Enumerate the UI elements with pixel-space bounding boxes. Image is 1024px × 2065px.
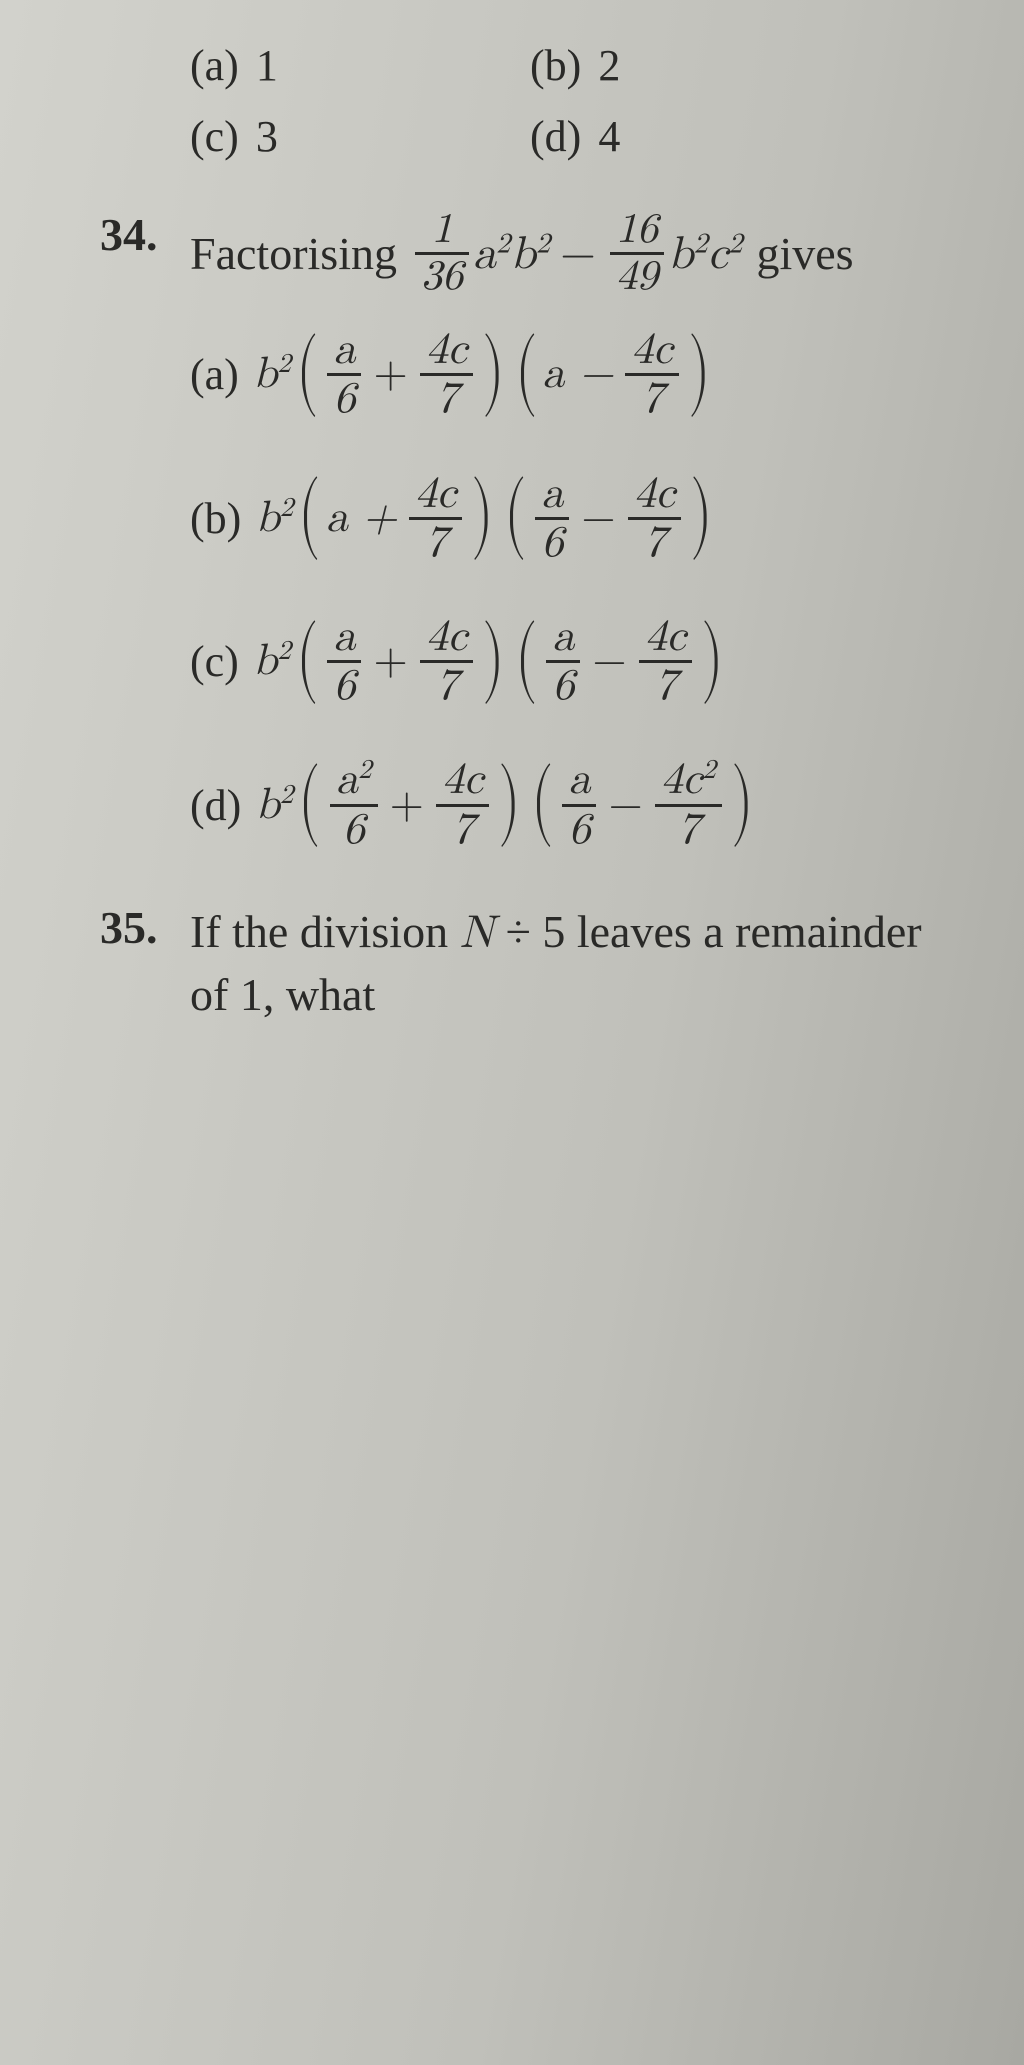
- term-ab: a2b2: [473, 223, 550, 285]
- q35-text: If the division N ÷ 5 leaves a remainder…: [190, 901, 964, 1026]
- opt-label: (b): [530, 41, 581, 90]
- opt-expr: b2 ( a 6 + 4c 7 ) ( a 6 − 4: [253, 614, 729, 709]
- frac-a-6: a 6: [327, 327, 361, 422]
- lparen-icon: (: [296, 623, 318, 694]
- q34-option-d: (d) b2 ( a2 6 + 4c 7 ) ( a 6 −: [190, 757, 964, 852]
- plus: +: [373, 635, 407, 688]
- b-squared: b2: [253, 348, 291, 401]
- q34-number: 34.: [100, 208, 190, 261]
- frac-a-6: a 6: [327, 614, 361, 709]
- opt-label: (a): [190, 349, 239, 400]
- frac-a-6: a 6: [535, 471, 569, 566]
- opt-value: 2: [598, 41, 620, 90]
- plus: +: [373, 348, 407, 401]
- opt-expr: b2 ( a + 4c 7 ) ( a 6 − 4c 7 ): [255, 471, 717, 566]
- q34-option-c: (c) b2 ( a 6 + 4c 7 ) ( a 6 −: [190, 614, 964, 709]
- b-squared: b2: [255, 779, 293, 832]
- prev-option-b: (b) 2: [530, 40, 620, 91]
- lparen-icon: (: [504, 479, 526, 550]
- q34-option-b: (b) b2 ( a + 4c 7 ) ( a 6 − 4c 7: [190, 471, 964, 566]
- a-plus: a +: [326, 492, 397, 545]
- opt-label: (b): [190, 493, 241, 544]
- lparen-icon: (: [299, 479, 321, 550]
- frac-a-6: a 6: [546, 614, 580, 709]
- q35-number: 35.: [100, 901, 190, 954]
- q34-expr: 1 36 a2b2 − 16 49 b2c2: [411, 208, 742, 299]
- q34-text: Factorising 1 36 a2b2 − 16 49 b2c2 gives: [190, 208, 854, 299]
- b-squared: b2: [255, 492, 293, 545]
- frac-4c-7: 4c 7: [436, 757, 490, 852]
- lparen-icon: (: [515, 623, 537, 694]
- q34: 34. Factorising 1 36 a2b2 − 16 49 b2c2 g…: [100, 208, 964, 299]
- q35-var: N: [460, 910, 495, 956]
- minus: −: [560, 223, 596, 285]
- prev-options-row-2: (c) 3 (d) 4: [190, 111, 964, 162]
- lparen-icon: (: [299, 766, 321, 837]
- minus: −: [608, 779, 642, 832]
- frac-16-49: 16 49: [610, 208, 664, 299]
- opt-value: 1: [256, 41, 278, 90]
- lparen-icon: (: [531, 766, 553, 837]
- q34-option-a: (a) b2 ( a 6 + 4c 7 ) ( a − 4c 7: [190, 327, 964, 422]
- frac-1-36: 1 36: [415, 208, 469, 299]
- frac-a-6: a 6: [562, 757, 596, 852]
- lparen-icon: (: [296, 336, 318, 407]
- opt-label: (a): [190, 41, 239, 90]
- plus: +: [390, 779, 424, 832]
- minus: −: [592, 635, 626, 688]
- rparen-icon: ): [688, 336, 710, 407]
- q34-options: (a) b2 ( a 6 + 4c 7 ) ( a − 4c 7: [190, 327, 964, 853]
- page: (a) 1 (b) 2 (c) 3 (d) 4 34. Factorising …: [0, 0, 1024, 2065]
- rparen-icon: ): [482, 336, 504, 407]
- rparen-icon: ): [472, 479, 494, 550]
- rparen-icon: ): [499, 766, 521, 837]
- frac-4c-7: 4c 7: [625, 327, 679, 422]
- rparen-icon: ): [482, 623, 504, 694]
- prev-option-a: (a) 1: [190, 40, 530, 91]
- frac-4c-7: 4c 7: [420, 614, 474, 709]
- q34-tail: gives: [756, 223, 853, 285]
- opt-label: (c): [190, 636, 239, 687]
- rparen-icon: ): [701, 623, 723, 694]
- frac-a2-6: a2 6: [330, 757, 378, 852]
- q34-lead: Factorising: [190, 223, 397, 285]
- rparen-icon: ): [731, 766, 753, 837]
- q35-text-1: If the division: [190, 906, 460, 957]
- opt-expr: b2 ( a2 6 + 4c 7 ) ( a 6 −: [255, 757, 758, 852]
- prev-option-d: (d) 4: [530, 111, 620, 162]
- b-squared: b2: [253, 635, 291, 688]
- frac-4c-7: 4c 7: [628, 471, 682, 566]
- opt-label: (c): [190, 112, 239, 161]
- frac-4c2-7: 4c2 7: [655, 757, 722, 852]
- opt-expr: b2 ( a 6 + 4c 7 ) ( a − 4c 7 ): [253, 327, 715, 422]
- opt-label: (d): [190, 780, 241, 831]
- term-bc: b2c2: [668, 223, 743, 285]
- frac-4c-7: 4c 7: [420, 327, 474, 422]
- lparen-icon: (: [515, 336, 537, 407]
- opt-value: 4: [598, 112, 620, 161]
- prev-options-row-1: (a) 1 (b) 2: [190, 40, 964, 91]
- a-minus: a −: [542, 348, 613, 401]
- frac-4c-7: 4c 7: [409, 471, 463, 566]
- frac-4c-7: 4c 7: [639, 614, 693, 709]
- opt-label: (d): [530, 112, 581, 161]
- prev-option-c: (c) 3: [190, 111, 530, 162]
- minus: −: [581, 492, 615, 545]
- rparen-icon: ): [690, 479, 712, 550]
- q35: 35. If the division N ÷ 5 leaves a remai…: [100, 901, 964, 1026]
- opt-value: 3: [256, 112, 278, 161]
